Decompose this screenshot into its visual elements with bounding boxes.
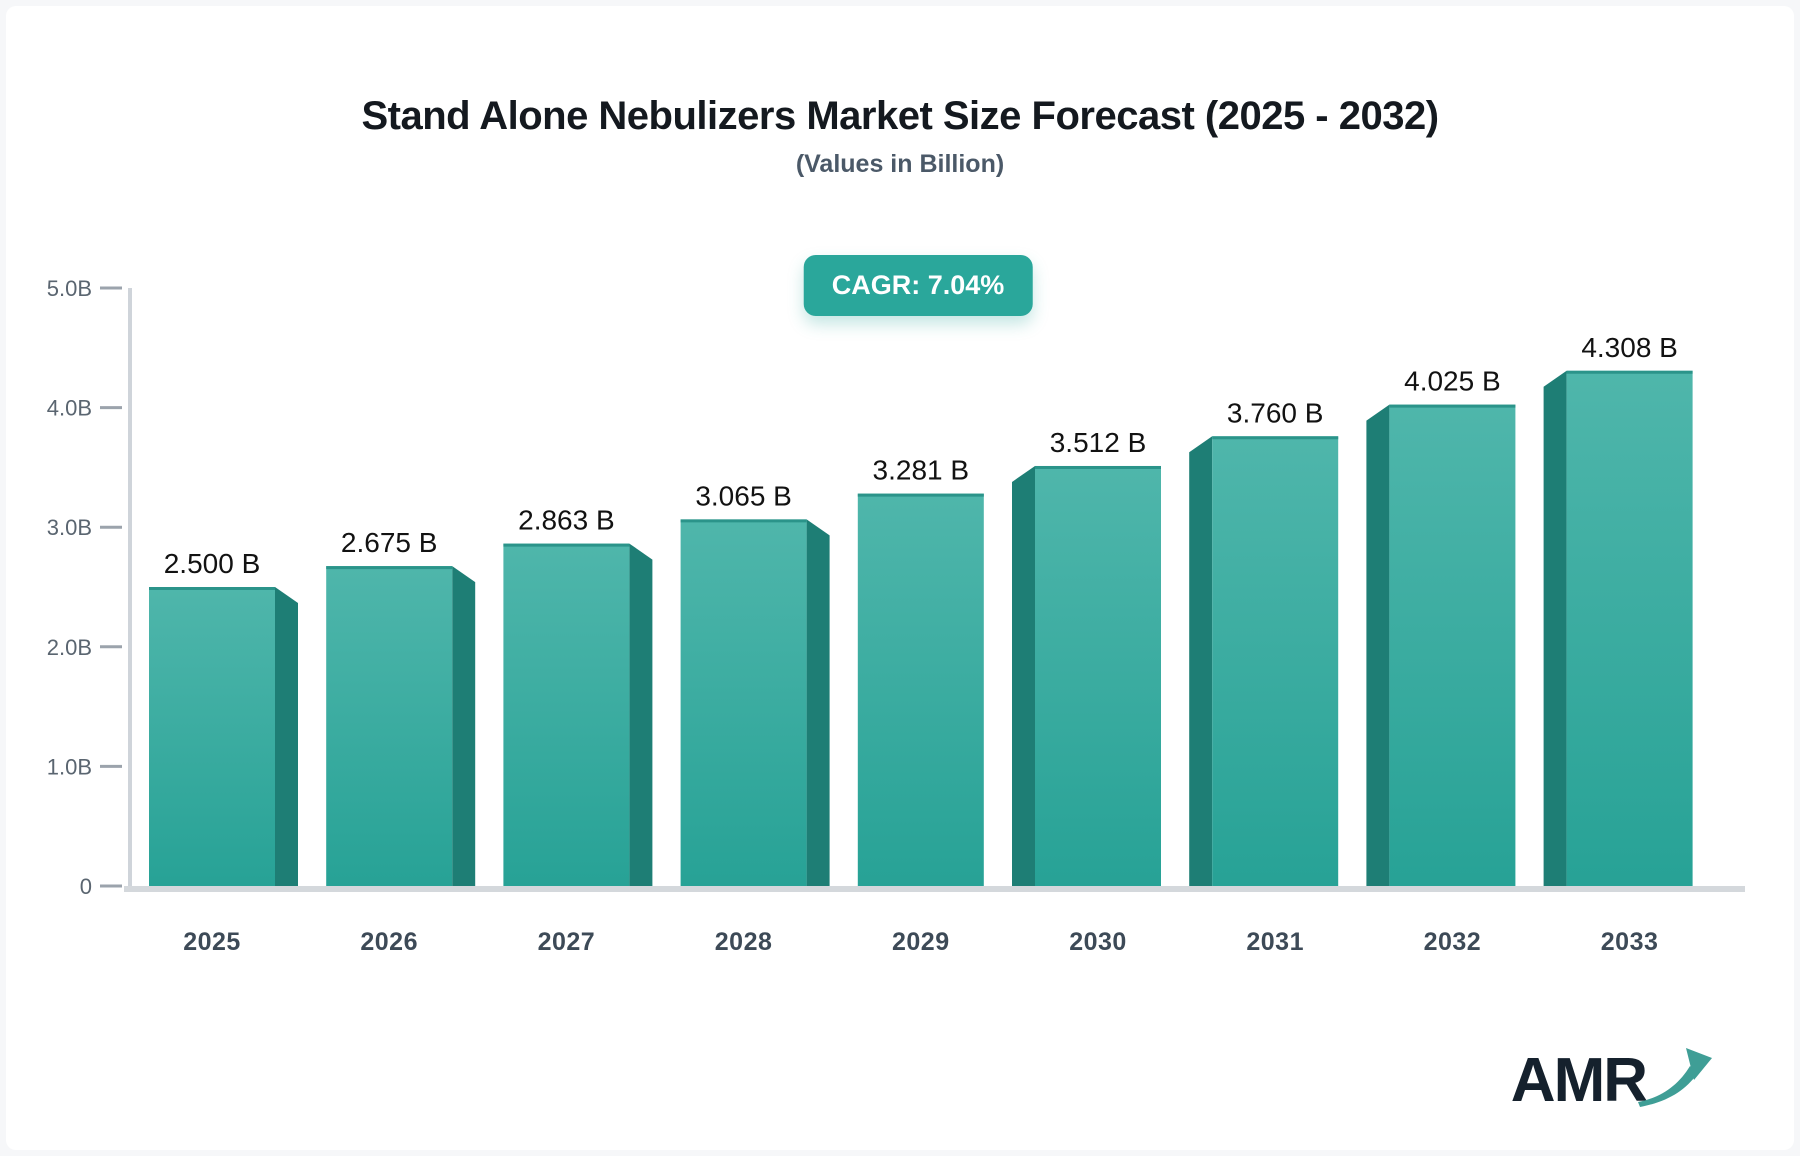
bar-2029: [857, 493, 984, 886]
x-axis-label-2030: 2030: [1069, 928, 1127, 956]
bar-value-label-2030: 3.512 B: [1050, 427, 1147, 458]
bar-value-label-2031: 3.760 B: [1227, 397, 1324, 428]
growth-arrow-icon: [1638, 1048, 1712, 1107]
amr-logo-text: AMR: [1510, 1046, 1648, 1115]
bar-value-label-2025: 2.500 B: [164, 548, 261, 579]
chart-title: Stand Alone Nebulizers Market Size Forec…: [361, 94, 1439, 138]
x-axis-label-2027: 2027: [538, 928, 596, 956]
chart-subtitle: (Values in Billion): [795, 150, 1005, 178]
bar-value-label-2026: 2.675 B: [341, 527, 438, 558]
bar-side-2030: [1012, 465, 1035, 886]
bar-2032: [1389, 404, 1516, 886]
bar-2033: [1566, 370, 1693, 887]
y-axis-label: 1.0B: [47, 754, 92, 779]
bar-value-label-2029: 3.281 B: [873, 455, 970, 486]
bar-2027: [503, 543, 630, 886]
bar-value-label-2033: 4.308 B: [1581, 332, 1678, 363]
y-axis-label: 4.0B: [47, 396, 92, 421]
bar-side-2026: [452, 566, 476, 886]
bar-2030: [1035, 465, 1161, 886]
bar-value-label-2032: 4.025 B: [1404, 366, 1501, 397]
bar-2026: [326, 566, 453, 886]
bar-side-2033: [1543, 370, 1567, 887]
y-axis-label: 5.0B: [47, 276, 92, 301]
x-axis-label-2025: 2025: [183, 928, 241, 956]
y-axis-label: 3.0B: [47, 515, 92, 540]
bar-value-label-2028: 3.065 B: [695, 480, 792, 511]
x-axis-label-2031: 2031: [1246, 928, 1304, 956]
bar-2028: [680, 519, 807, 886]
x-axis-label-2026: 2026: [360, 928, 418, 956]
amr-logo: AMR: [1511, 1044, 1714, 1112]
x-axis-label-2032: 2032: [1424, 928, 1482, 956]
y-axis-label: 0: [80, 874, 92, 899]
bar-2031: [1212, 436, 1339, 886]
bar-2025: [149, 587, 275, 886]
x-axis-label-2033: 2033: [1601, 928, 1659, 956]
bar-value-label-2027: 2.863 B: [518, 505, 615, 536]
cagr-badge: CAGR: 7.04%: [803, 255, 1033, 316]
bar-side-2032: [1366, 404, 1390, 886]
x-axis-label-2028: 2028: [715, 928, 773, 956]
bar-side-2028: [806, 519, 830, 886]
y-axis-label: 2.0B: [47, 635, 92, 660]
bar-side-2025: [275, 587, 298, 886]
x-axis-label-2029: 2029: [892, 928, 950, 956]
bar-side-2027: [629, 543, 653, 886]
bar-side-2031: [1189, 436, 1213, 886]
